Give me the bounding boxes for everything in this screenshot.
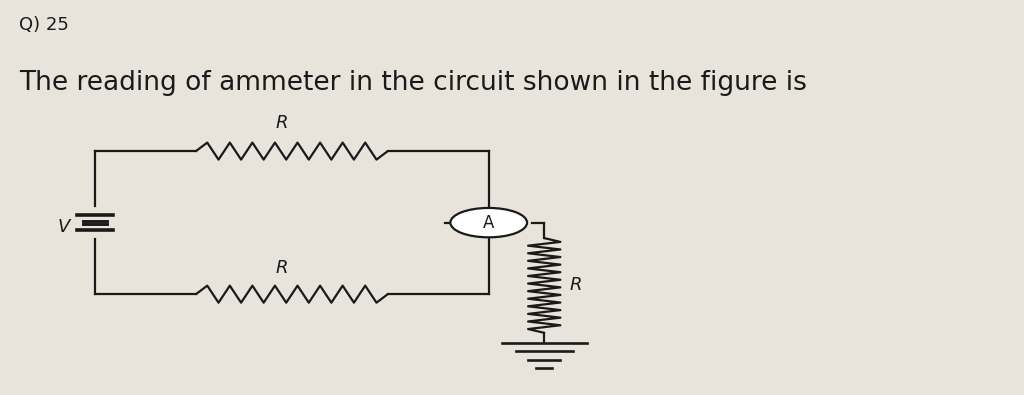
Text: R: R (275, 259, 288, 277)
Text: R: R (275, 114, 288, 132)
Text: A: A (483, 214, 495, 231)
Circle shape (451, 208, 527, 237)
Text: The reading of ammeter in the circuit shown in the figure is: The reading of ammeter in the circuit sh… (19, 70, 807, 96)
Text: R: R (569, 276, 582, 294)
Text: V: V (57, 218, 70, 235)
Text: Q) 25: Q) 25 (19, 16, 70, 34)
